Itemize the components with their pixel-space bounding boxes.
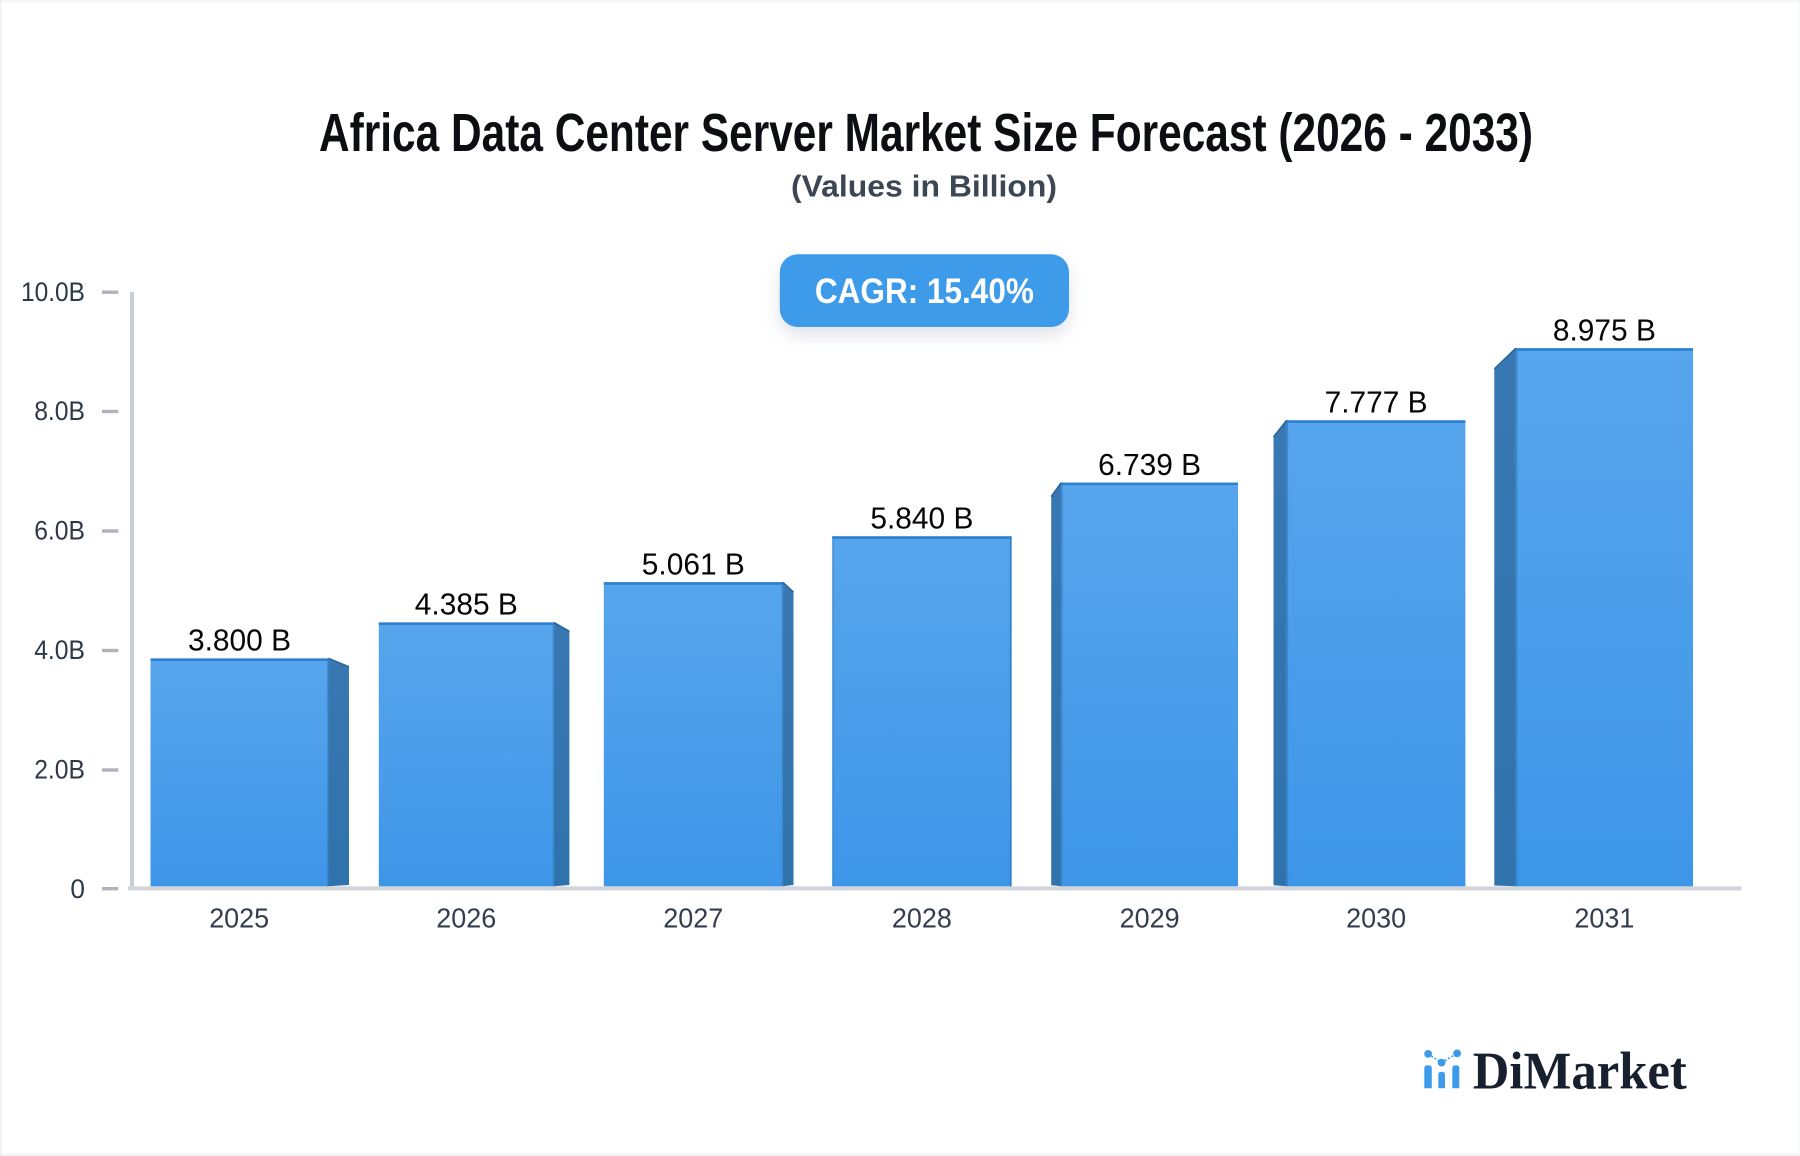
svg-text:2026: 2026: [436, 903, 496, 934]
svg-text:2029: 2029: [1120, 903, 1180, 934]
svg-text:2031: 2031: [1574, 903, 1634, 934]
svg-text:6.0B: 6.0B: [34, 516, 85, 546]
svg-text:8.975 B: 8.975 B: [1553, 312, 1656, 347]
svg-text:2027: 2027: [663, 903, 723, 934]
svg-text:2025: 2025: [209, 903, 269, 934]
svg-text:7.777 B: 7.777 B: [1325, 385, 1428, 420]
svg-text:8.0B: 8.0B: [34, 396, 85, 426]
svg-text:2030: 2030: [1346, 903, 1406, 934]
svg-text:10.0B: 10.0B: [21, 277, 85, 307]
svg-text:5.840 B: 5.840 B: [870, 501, 973, 536]
svg-text:2028: 2028: [892, 903, 952, 934]
svg-text:6.739 B: 6.739 B: [1098, 447, 1201, 482]
svg-text:(Values in Billion): (Values in Billion): [791, 169, 1057, 204]
svg-text:0: 0: [70, 874, 85, 904]
svg-text:CAGR: 15.40%: CAGR: 15.40%: [815, 272, 1034, 311]
svg-text:4.0B: 4.0B: [34, 635, 85, 665]
svg-text:DiMarket: DiMarket: [1473, 1042, 1687, 1100]
svg-text:4.385 B: 4.385 B: [415, 587, 518, 622]
svg-text:Africa Data Center Server Mark: Africa Data Center Server Market Size Fo…: [319, 103, 1533, 163]
svg-text:2.0B: 2.0B: [34, 755, 85, 785]
svg-text:3.800 B: 3.800 B: [188, 623, 291, 658]
svg-text:5.061 B: 5.061 B: [642, 546, 745, 581]
